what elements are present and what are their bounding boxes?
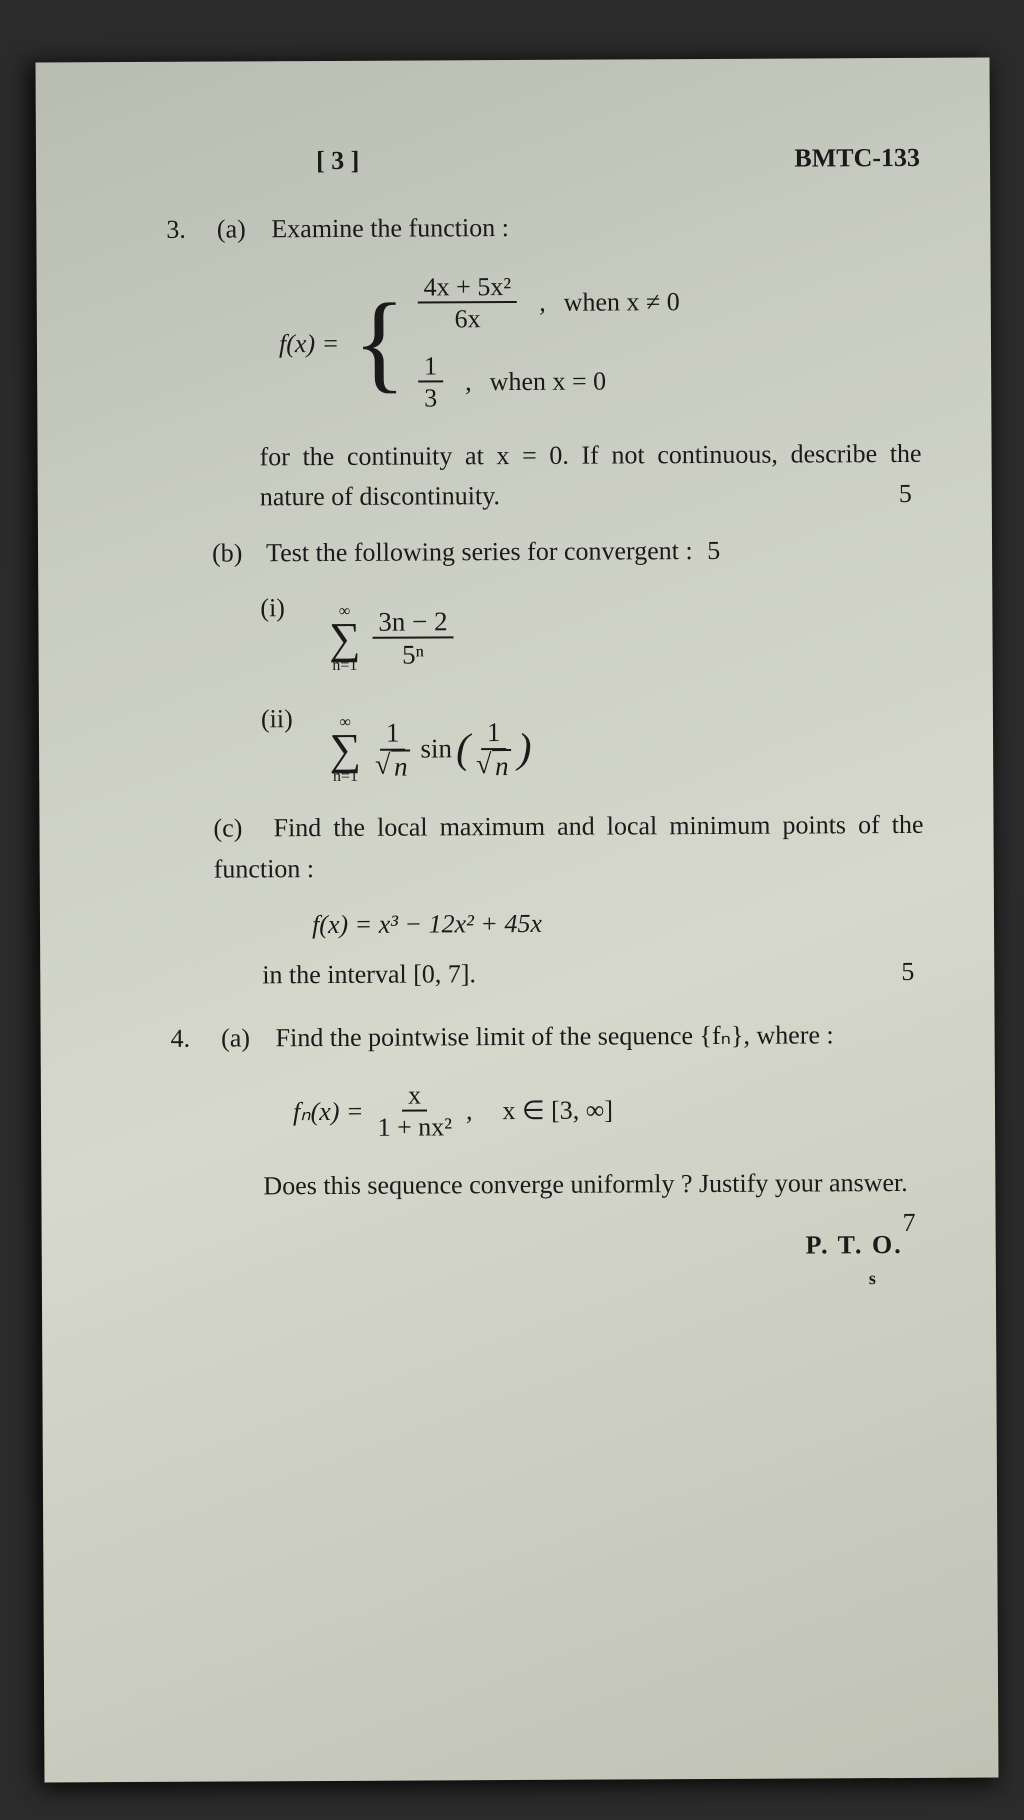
bi-num: 3n − 2 (372, 607, 453, 639)
comma: , (539, 274, 546, 331)
page-number: [ 3 ] (316, 141, 360, 182)
q3c-fx: f(x) = x³ − 12x² + 45x in the interval [… (262, 902, 924, 996)
q3a-marks: 5 (899, 474, 912, 514)
q3a-function: f(x) = { 4x + 5x² 6x , when x ≠ 0 1 (259, 270, 922, 413)
bii-den: n (373, 750, 413, 781)
q3-number: 3. (166, 210, 210, 251)
q4a-fn: fₙ(x) = x 1 + nx² , x ∈ [3, ∞] Does this… (263, 1079, 926, 1206)
q3c: (c) Find the local maximum and local min… (213, 805, 923, 889)
case-2: 1 3 , when x = 0 (414, 351, 680, 412)
q4a-uniform-text: Does this sequence converge uniformly ? … (263, 1162, 925, 1206)
sin: sin (420, 729, 452, 771)
question-3: 3. (a) Examine the function : (166, 206, 920, 250)
q3a-prompt: Examine the function : (271, 213, 509, 243)
bii-arg-num: 1 (481, 718, 507, 749)
brace-icon: { (353, 296, 406, 390)
q4a-prompt: Find the pointwise limit of the sequence… (276, 1020, 834, 1052)
q3b-i: (i) ∞ ∑ n=1 3n − 2 5ⁿ (260, 585, 922, 674)
fx-lhs: f(x) = (279, 315, 339, 373)
q3b-marks: 5 (707, 536, 720, 565)
case-1: 4x + 5x² 6x , when x ≠ 0 (414, 272, 680, 333)
bi-den: 5ⁿ (402, 639, 424, 669)
q3c-label: (c) (213, 809, 261, 850)
q4a-label: (a) (221, 1018, 269, 1059)
pto-label: P. T. O. (172, 1225, 906, 1269)
page-header: [ 3 ] BMTC-133 (166, 138, 920, 182)
case2-den: 3 (424, 383, 437, 412)
case1-cond: when x ≠ 0 (564, 273, 680, 331)
q3c-marks: 5 (901, 952, 914, 992)
q3bi-label: (i) (260, 588, 314, 629)
bii-num: 1 (380, 719, 406, 750)
sum-icon: ∞ ∑ n=1 (329, 604, 361, 673)
page-wrap: [ 3 ] BMTC-133 3. (a) Examine the functi… (0, 0, 1024, 1820)
q3b-ii: (ii) ∞ ∑ n=1 1 n sin ( 1 n ) (261, 696, 923, 785)
q3b-prompt: Test the following series for convergent… (266, 536, 693, 567)
fn-den: 1 + nx² (377, 1112, 452, 1142)
sum-icon: ∞ ∑ n=1 (329, 716, 361, 785)
q4a-marks: 7 (902, 1203, 915, 1243)
exam-paper: [ 3 ] BMTC-133 3. (a) Examine the functi… (36, 58, 999, 1783)
q3c-prompt: Find the local maximum and local minimum… (214, 810, 924, 883)
q3c-interval: in the interval [0, 7]. (262, 960, 476, 990)
case1-num: 4x + 5x² (418, 273, 518, 304)
q3a-continuity-text: for the continuity at x = 0. If not cont… (259, 434, 921, 518)
question-4: 4. (a) Find the pointwise limit of the s… (171, 1014, 925, 1058)
course-code: BMTC-133 (794, 138, 920, 179)
fn-num: x (402, 1081, 427, 1111)
q3b-label: (b) (212, 534, 260, 575)
q3a-label: (a) (217, 210, 265, 251)
fn-domain: x ∈ [3, ∞] (502, 1082, 613, 1140)
case2-cond: when x = 0 (489, 353, 606, 411)
q4-number: 4. (171, 1018, 215, 1059)
signature-s: s (172, 1265, 876, 1297)
bii-arg-den: n (474, 750, 514, 781)
fn-lhs: fₙ(x) = (293, 1083, 364, 1141)
q3bii-label: (ii) (261, 699, 315, 740)
comma: , (465, 354, 472, 411)
q3b: (b) Test the following series for conver… (212, 530, 922, 574)
case2-num: 1 (418, 353, 443, 383)
case1-den: 6x (454, 303, 480, 332)
